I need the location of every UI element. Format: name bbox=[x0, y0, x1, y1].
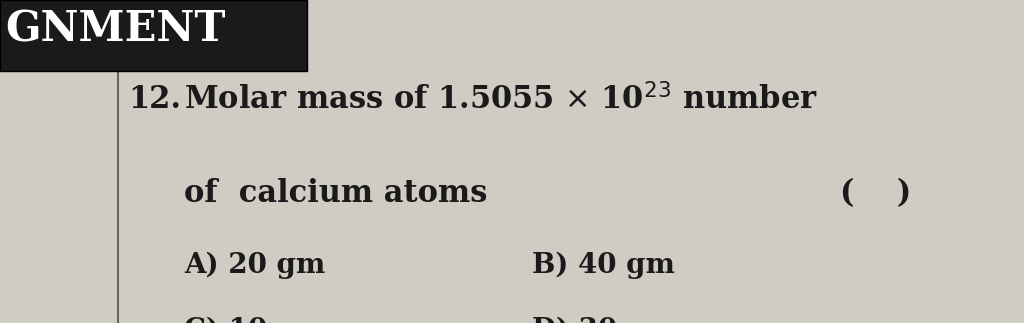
Text: GNMENT: GNMENT bbox=[5, 8, 225, 50]
Text: B) 40 gm: B) 40 gm bbox=[532, 252, 676, 279]
FancyBboxPatch shape bbox=[0, 0, 307, 71]
Text: of  calcium atoms: of calcium atoms bbox=[184, 178, 487, 209]
Text: A) 20 gm: A) 20 gm bbox=[184, 252, 326, 279]
Text: (    ): ( ) bbox=[840, 178, 911, 209]
Text: 12.: 12. bbox=[128, 84, 181, 115]
Text: Molar mass of 1.5055 $\times$ 10$^{23}$ number: Molar mass of 1.5055 $\times$ 10$^{23}$ … bbox=[184, 84, 818, 117]
Text: C) 10 gm: C) 10 gm bbox=[184, 317, 326, 323]
Text: D) 30 gm: D) 30 gm bbox=[532, 317, 676, 323]
